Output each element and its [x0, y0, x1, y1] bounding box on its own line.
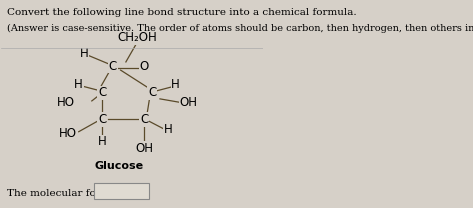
- Text: H: H: [74, 78, 83, 91]
- Text: H: H: [98, 135, 107, 149]
- Text: OH: OH: [180, 97, 198, 109]
- Text: C: C: [98, 113, 106, 126]
- Text: CH₂OH: CH₂OH: [118, 31, 158, 44]
- Text: C: C: [140, 113, 149, 126]
- Text: The molecular formula is: The molecular formula is: [7, 189, 138, 198]
- FancyBboxPatch shape: [95, 183, 149, 199]
- Text: C: C: [109, 59, 117, 73]
- Text: Convert the following line bond structure into a chemical formula.: Convert the following line bond structur…: [7, 7, 356, 17]
- Text: C: C: [148, 86, 156, 99]
- Text: OH: OH: [135, 142, 153, 155]
- Text: H: H: [164, 123, 172, 136]
- Text: Glucose: Glucose: [95, 161, 144, 171]
- Text: (Answer is case-sensitive. The order of atoms should be carbon, then hydrogen, t: (Answer is case-sensitive. The order of …: [7, 24, 473, 33]
- Text: O: O: [140, 59, 149, 73]
- Text: HO: HO: [57, 97, 75, 109]
- Text: H: H: [79, 47, 88, 60]
- Text: H: H: [171, 78, 180, 91]
- Text: HO: HO: [59, 127, 77, 140]
- Text: C: C: [98, 86, 106, 99]
